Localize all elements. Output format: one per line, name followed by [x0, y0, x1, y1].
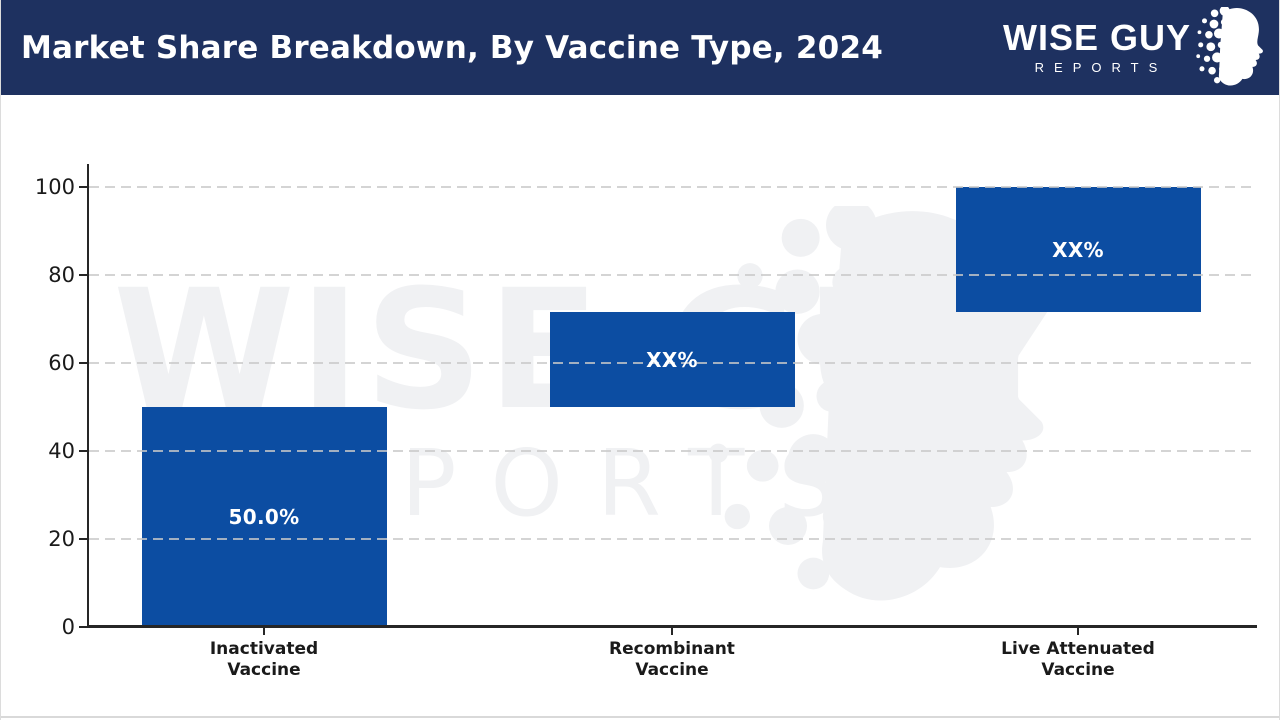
- x-tick-mark: [263, 628, 265, 635]
- bottom-border: [1, 716, 1279, 718]
- y-axis-line: [87, 164, 89, 628]
- y-tick-label: 80: [48, 263, 75, 287]
- bar-recombinant-vaccine: [549, 312, 795, 407]
- gridline-40: [89, 450, 1256, 452]
- y-tick-mark: [79, 626, 87, 628]
- y-tick-label: 100: [34, 175, 75, 199]
- logo-wordmark: WISE GUY: [1002, 17, 1191, 58]
- chart-title: Market Share Breakdown, By Vaccine Type,…: [21, 29, 883, 66]
- gridline-60: [89, 362, 1256, 364]
- header-bar: Market Share Breakdown, By Vaccine Type,…: [1, 0, 1279, 95]
- x-category-label-line: Recombinant: [609, 639, 735, 659]
- x-category-label-line: Vaccine: [635, 660, 709, 680]
- logo-text: WISE GUY REPORTS: [1002, 17, 1191, 76]
- y-tick-mark: [79, 450, 87, 452]
- logo-subtitle: REPORTS: [1034, 60, 1168, 75]
- bar-live-attenuated-vaccine: [955, 187, 1201, 313]
- y-tick-label: 60: [48, 351, 75, 375]
- x-category-label-recombinant-vaccine: Recombinant Vaccine: [512, 639, 832, 681]
- x-category-label-line: Live Attenuated: [1001, 639, 1155, 659]
- y-tick-mark: [79, 186, 87, 188]
- x-category-label-line: Inactivated: [209, 639, 319, 659]
- y-tick-label: 0: [61, 615, 75, 639]
- gridline-20: [89, 538, 1256, 540]
- gridline-80: [89, 274, 1256, 276]
- x-tick-mark: [671, 628, 673, 635]
- logo-face-icon: [1193, 7, 1269, 89]
- bar-inactivated-vaccine: [141, 407, 387, 627]
- x-category-label-line: Vaccine: [227, 660, 301, 680]
- x-category-label-live-attenuated-vaccine: Live Attenuated Vaccine: [918, 639, 1238, 681]
- y-tick-mark: [79, 538, 87, 540]
- x-axis-line: [87, 625, 1257, 628]
- y-tick-mark: [79, 274, 87, 276]
- y-tick-label: 40: [48, 439, 75, 463]
- y-tick-label: 20: [48, 527, 75, 551]
- wiseguy-logo: WISE GUY REPORTS: [1003, 7, 1269, 89]
- x-category-label-inactivated-vaccine: Inactivated Vaccine: [104, 639, 424, 681]
- x-category-label-line: Vaccine: [1041, 660, 1115, 680]
- y-tick-mark: [79, 362, 87, 364]
- x-tick-mark: [1077, 628, 1079, 635]
- gridline-100: [89, 186, 1256, 188]
